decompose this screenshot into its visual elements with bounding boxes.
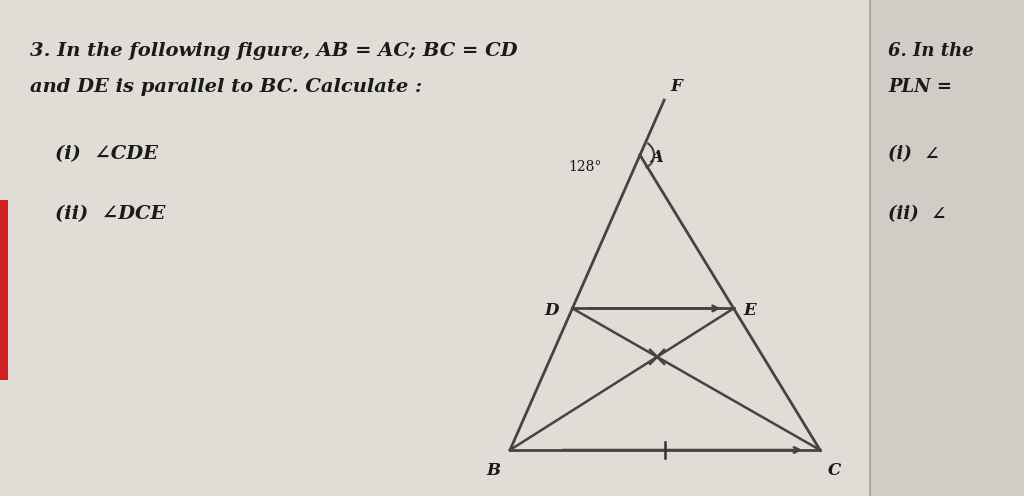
Bar [0,0,870,496]
Text: B: B [486,462,500,479]
Text: (i)  ∠: (i) ∠ [888,145,939,163]
Text: (ii)  ∠DCE: (ii) ∠DCE [55,205,165,223]
Text: 128°: 128° [568,160,602,174]
Text: E: E [743,302,757,319]
Text: 3. In the following figure, AB = AC; BC = CD: 3. In the following figure, AB = AC; BC … [30,42,517,60]
Bar [870,0,1024,496]
Text: (i)  ∠CDE: (i) ∠CDE [55,145,158,163]
Text: A: A [650,148,663,166]
Text: D: D [544,302,558,319]
Text: PLN =: PLN = [888,78,952,96]
Text: (ii)  ∠: (ii) ∠ [888,205,946,223]
Text: 6. In the: 6. In the [888,42,974,60]
Text: F: F [670,78,682,95]
Bar [0,200,8,380]
Text: C: C [828,462,842,479]
Text: and DE is parallel to BC. Calculate :: and DE is parallel to BC. Calculate : [30,78,422,96]
